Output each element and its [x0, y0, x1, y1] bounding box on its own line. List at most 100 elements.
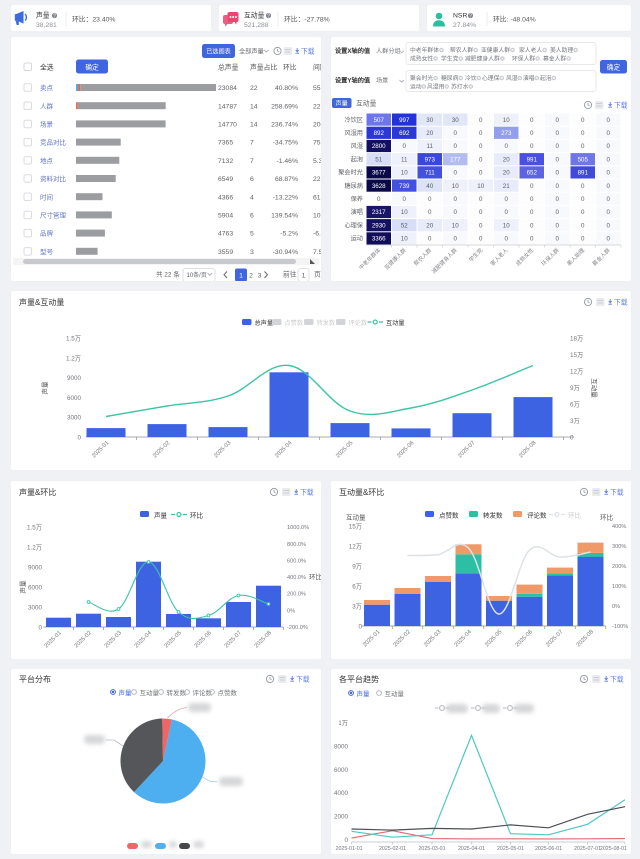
svg-text:891: 891: [578, 170, 589, 177]
svg-text:1.2万: 1.2万: [27, 544, 42, 552]
svg-text:环比: 环比: [568, 511, 582, 520]
svg-text:成熟女性: 成熟女性: [410, 55, 433, 63]
svg-text:1万: 1万: [338, 719, 348, 727]
svg-text:14770: 14770: [218, 122, 237, 129]
svg-text:起泡: 起泡: [351, 155, 363, 163]
svg-text:0: 0: [530, 117, 534, 124]
svg-text:0: 0: [607, 143, 611, 150]
svg-text:2: 2: [249, 273, 253, 280]
svg-text:4763: 4763: [218, 231, 233, 238]
svg-text:6000: 6000: [334, 767, 349, 774]
svg-text:20: 20: [426, 130, 433, 137]
svg-text:确定: 确定: [607, 63, 621, 72]
svg-text:0: 0: [530, 130, 534, 137]
svg-text:10: 10: [401, 236, 408, 243]
svg-text:时间: 时间: [40, 192, 53, 201]
svg-text:1.2万: 1.2万: [66, 354, 81, 362]
svg-text:亚健康人群: 亚健康人群: [481, 46, 510, 54]
svg-text:聚会时光: 聚会时光: [410, 74, 433, 82]
svg-text:0: 0: [454, 130, 458, 137]
svg-text:确定: 确定: [85, 62, 99, 71]
svg-text:下载: 下载: [296, 675, 310, 684]
svg-text:7132: 7132: [218, 158, 233, 165]
svg-text:演唱: 演唱: [351, 208, 363, 216]
svg-text:起泡: 起泡: [540, 74, 552, 82]
svg-text:募金人群: 募金人群: [590, 246, 612, 268]
svg-text:0: 0: [556, 196, 560, 203]
svg-text:652: 652: [527, 170, 538, 177]
svg-text:68.87%: 68.87%: [275, 176, 298, 183]
svg-text:0: 0: [581, 236, 585, 243]
svg-text:平台分布: 平台分布: [19, 674, 51, 684]
svg-text:苏打水: 苏打水: [451, 83, 469, 91]
svg-text:2025-05-01: 2025-05-01: [497, 846, 524, 852]
svg-text:运动: 运动: [410, 83, 422, 91]
svg-text:30: 30: [426, 117, 433, 124]
svg-text:心理保: 心理保: [344, 221, 363, 229]
svg-text:互动量: 互动量: [385, 690, 405, 698]
svg-text:0: 0: [479, 130, 483, 137]
svg-text:1: 1: [302, 273, 306, 280]
svg-text:2025-06: 2025-06: [194, 630, 213, 649]
svg-text:4: 4: [250, 194, 254, 201]
svg-text:692: 692: [399, 130, 410, 137]
svg-text:9万: 9万: [352, 563, 362, 571]
svg-text:206.: 206.: [313, 122, 321, 129]
svg-text:?: ?: [469, 14, 472, 20]
svg-text:0: 0: [530, 196, 534, 203]
svg-text:下载: 下载: [614, 101, 628, 110]
svg-text:2025-01-01: 2025-01-01: [336, 846, 363, 852]
svg-text:共 22 条: 共 22 条: [156, 270, 180, 279]
svg-text:0: 0: [479, 196, 483, 203]
svg-text:507: 507: [374, 117, 385, 124]
svg-text:177: 177: [450, 156, 461, 163]
svg-text:环比: 环比: [600, 513, 614, 522]
svg-text:减肥健身人群: 减肥健身人群: [465, 55, 500, 63]
svg-text:风湿: 风湿: [506, 74, 518, 82]
svg-text:258.69%: 258.69%: [271, 103, 298, 110]
svg-text:10: 10: [477, 183, 484, 190]
svg-text:2025-04: 2025-04: [134, 630, 154, 650]
svg-text:2025-05: 2025-05: [484, 629, 503, 648]
svg-text:7365: 7365: [218, 140, 233, 147]
svg-text:0: 0: [556, 236, 560, 243]
svg-text:100%: 100%: [612, 584, 626, 590]
svg-text:环比：23.40%: 环比：23.40%: [72, 15, 115, 24]
svg-text:声量&环比: 声量&环比: [19, 487, 56, 497]
svg-text:0: 0: [581, 222, 585, 229]
svg-text:23084: 23084: [218, 85, 237, 92]
svg-text:22: 22: [250, 85, 258, 92]
svg-text:-13.22%: -13.22%: [273, 194, 298, 201]
svg-text:75.4: 75.4: [313, 140, 321, 147]
svg-text:6万: 6万: [570, 401, 580, 409]
svg-text:2025-06: 2025-06: [515, 629, 534, 648]
svg-text:3: 3: [258, 273, 262, 280]
svg-text:帮农人群: 帮农人群: [450, 46, 473, 54]
svg-text:30: 30: [452, 117, 459, 124]
svg-text:0: 0: [479, 143, 483, 150]
svg-text:2025-07-01: 2025-07-01: [574, 846, 601, 852]
svg-text:5904: 5904: [218, 213, 233, 220]
svg-text:全选: 全选: [40, 63, 54, 72]
svg-text:200%: 200%: [612, 564, 626, 570]
svg-text:2025-02: 2025-02: [152, 440, 171, 459]
svg-text:0: 0: [479, 170, 483, 177]
svg-text:总声量: 总声量: [218, 63, 239, 72]
svg-text:0: 0: [556, 130, 560, 137]
svg-text:聚会时光: 聚会时光: [338, 169, 363, 177]
svg-text:8000: 8000: [334, 743, 349, 750]
svg-text:声量: 声量: [357, 689, 371, 698]
svg-text:保养: 保养: [351, 195, 363, 203]
svg-text:0: 0: [428, 236, 432, 243]
svg-text:中老年群体: 中老年群体: [410, 46, 439, 54]
svg-text:0: 0: [607, 130, 611, 137]
svg-text:声量: 声量: [119, 688, 133, 697]
svg-text:14787: 14787: [218, 103, 237, 110]
svg-text:6: 6: [250, 176, 254, 183]
svg-text:0: 0: [479, 222, 483, 229]
svg-text:下载: 下载: [610, 675, 624, 684]
svg-text:55.2: 55.2: [313, 85, 321, 92]
svg-text:0: 0: [479, 236, 483, 243]
svg-text:-34.75%: -34.75%: [273, 140, 298, 147]
svg-text:-5.2%: -5.2%: [280, 231, 298, 238]
